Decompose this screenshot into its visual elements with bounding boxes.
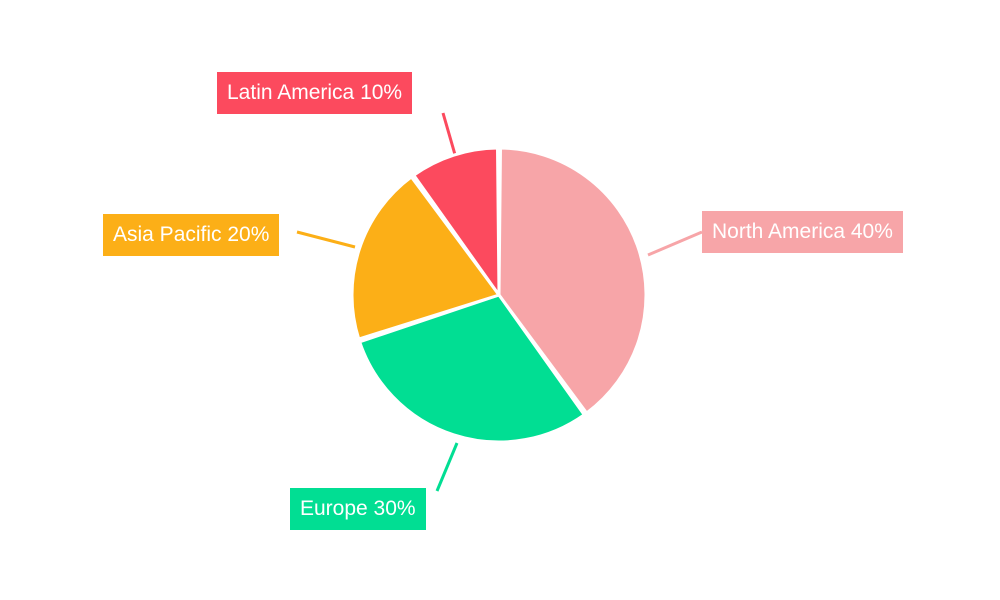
pie-slice-latin-america[interactable] [412,146,501,297]
pie-label-europe-text: Europe 30% [300,497,416,520]
pie-label-asia-pacific-text: Asia Pacific 20% [113,223,270,246]
pie-slice-asia-pacific[interactable] [350,175,501,341]
leader-line-north-america [647,230,703,257]
pie-label-europe[interactable]: Europe 30% [290,488,426,530]
pie-slice-europe[interactable] [358,293,586,444]
pie-label-north-america-text: North America 40% [712,220,893,243]
leader-line-europe [435,442,459,492]
pie-label-latin-america-text: Latin America 10% [227,81,403,104]
pie-slice-north-america[interactable] [497,146,648,415]
pie-slices-group [350,146,648,444]
pie-label-north-america[interactable]: North America 40% [702,211,903,253]
pie-label-latin-america[interactable]: Latin America 10% [217,72,413,114]
pie-label-asia-pacific[interactable]: Asia Pacific 20% [103,214,280,256]
leader-line-asia-pacific [296,230,356,249]
